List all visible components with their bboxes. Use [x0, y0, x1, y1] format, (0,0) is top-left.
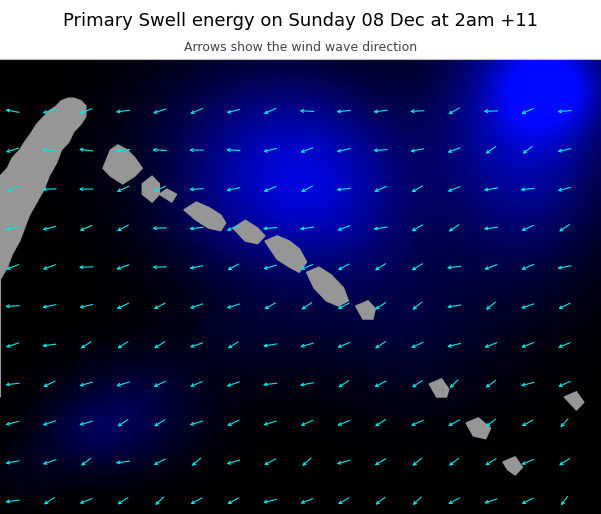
Polygon shape	[142, 176, 159, 202]
Polygon shape	[503, 457, 522, 475]
Polygon shape	[356, 301, 375, 319]
Text: Primary Swell energy on Sunday 08 Dec at 2am +11: Primary Swell energy on Sunday 08 Dec at…	[63, 12, 538, 30]
Polygon shape	[159, 189, 177, 202]
Polygon shape	[184, 202, 226, 231]
Polygon shape	[103, 145, 142, 184]
Text: Arrows show the wind wave direction: Arrows show the wind wave direction	[184, 41, 417, 54]
Polygon shape	[564, 392, 584, 410]
Polygon shape	[233, 221, 265, 244]
Polygon shape	[466, 418, 490, 438]
Polygon shape	[265, 236, 307, 272]
Polygon shape	[0, 98, 86, 397]
Polygon shape	[429, 379, 449, 397]
Polygon shape	[307, 267, 349, 306]
